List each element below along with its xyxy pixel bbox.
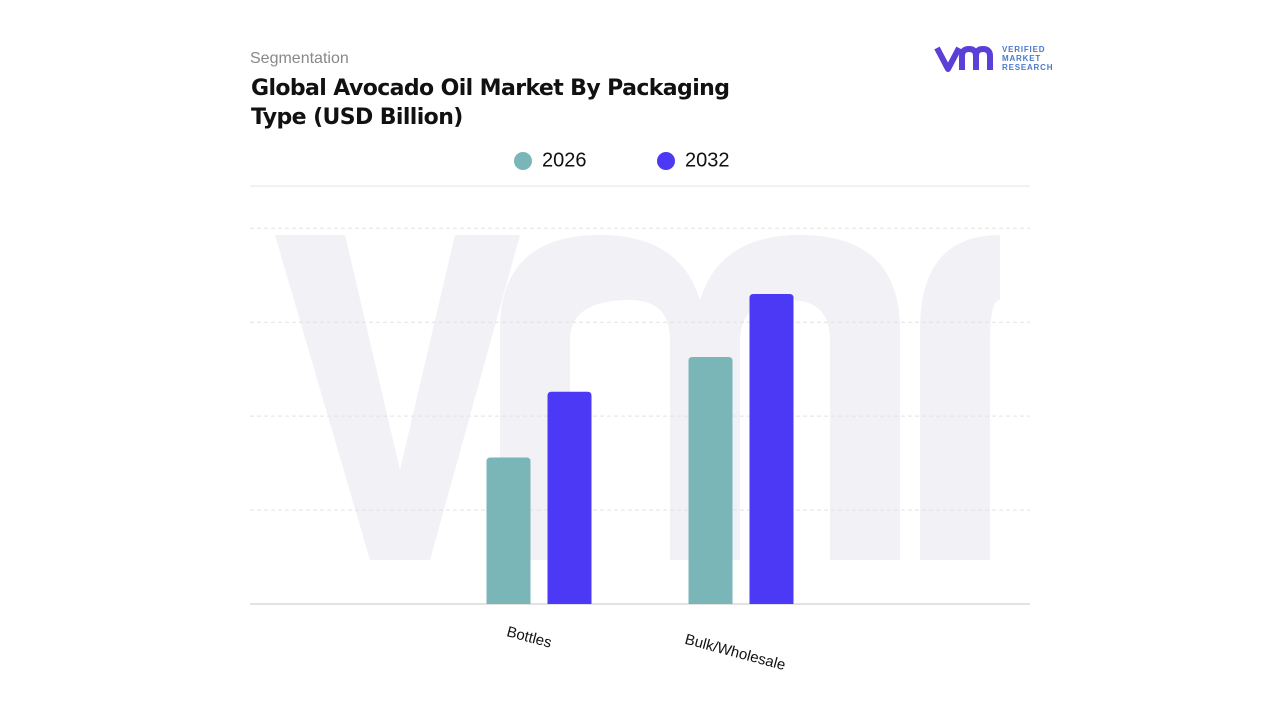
kicker: Segmentation	[250, 50, 349, 67]
bar	[749, 294, 794, 604]
legend-marker	[657, 152, 675, 170]
logo-mark	[934, 46, 993, 72]
legend-label: 2026	[542, 149, 587, 171]
bar	[688, 356, 733, 604]
logo-text: MARKET	[1002, 54, 1041, 63]
legend-marker	[514, 152, 532, 170]
legend-label: 2032	[685, 149, 730, 171]
bar	[547, 391, 592, 604]
x-tick-label: Bottles	[505, 623, 554, 651]
logo-text: VERIFIED	[1002, 45, 1045, 54]
bar	[486, 457, 531, 604]
chart-title: Global Avocado Oil Market By Packaging T…	[251, 76, 730, 130]
x-tick-label: Bulk/Wholesale	[683, 631, 787, 674]
watermark	[275, 235, 1000, 560]
logo-text: RESEARCH	[1002, 63, 1053, 72]
